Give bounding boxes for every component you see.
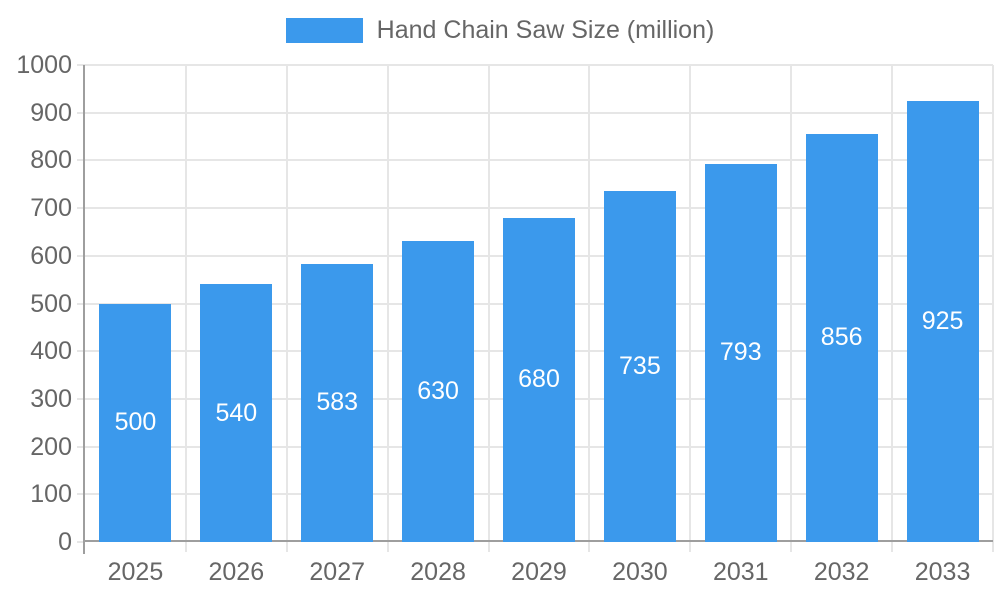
bar: 540 bbox=[200, 284, 273, 542]
v-gridline bbox=[992, 65, 994, 542]
legend-swatch-icon bbox=[285, 18, 363, 43]
bar-value-label: 925 bbox=[921, 306, 964, 335]
y-tick-mark bbox=[77, 445, 85, 448]
y-tick-mark bbox=[77, 350, 85, 353]
y-tick-label: 100 bbox=[30, 480, 72, 509]
y-tick-mark bbox=[77, 541, 85, 543]
x-tick-label: 2033 bbox=[914, 558, 971, 586]
bar: 793 bbox=[704, 163, 777, 542]
x-tick-label: 2029 bbox=[511, 558, 567, 586]
bar: 856 bbox=[805, 133, 878, 542]
y-tick-label: 600 bbox=[30, 241, 72, 270]
legend-label: Hand Chain Saw Size (million) bbox=[376, 16, 715, 44]
y-tick-label: 200 bbox=[30, 432, 72, 461]
y-tick-label: 1000 bbox=[16, 51, 72, 79]
x-tick-mark bbox=[891, 542, 894, 552]
h-gridline bbox=[85, 207, 993, 210]
legend-item[interactable]: Hand Chain Saw Size (million) bbox=[285, 16, 715, 45]
v-gridline bbox=[588, 65, 591, 542]
bar: 583 bbox=[301, 263, 374, 542]
chart-legend: Hand Chain Saw Size (million) bbox=[0, 16, 1000, 45]
y-tick-label: 400 bbox=[30, 337, 72, 366]
v-gridline bbox=[689, 65, 692, 542]
x-tick-label: 2031 bbox=[712, 558, 769, 586]
x-tick-label: 2026 bbox=[208, 558, 265, 586]
bar: 925 bbox=[906, 100, 979, 542]
v-gridline bbox=[285, 65, 288, 542]
y-tick-mark bbox=[77, 302, 85, 305]
bar-value-label: 630 bbox=[417, 377, 459, 406]
v-gridline bbox=[891, 65, 894, 542]
x-tick-label: 2027 bbox=[309, 558, 366, 586]
v-gridline bbox=[386, 65, 389, 542]
bar-value-label: 793 bbox=[719, 338, 762, 367]
x-tick-label: 2025 bbox=[107, 558, 164, 586]
x-tick-mark bbox=[588, 542, 591, 552]
bar: 630 bbox=[402, 241, 475, 542]
x-tick-label: 2030 bbox=[612, 558, 668, 586]
y-tick-label: 0 bbox=[58, 528, 72, 556]
y-tick-label: 800 bbox=[30, 146, 72, 175]
bar-value-label: 735 bbox=[619, 352, 661, 381]
x-tick-label: 2032 bbox=[813, 558, 870, 586]
x-tick-mark bbox=[184, 542, 187, 552]
bar: 500 bbox=[99, 303, 172, 542]
v-gridline bbox=[487, 65, 490, 542]
y-tick-mark bbox=[77, 64, 85, 66]
x-tick-mark bbox=[992, 542, 994, 552]
y-axis-line bbox=[83, 65, 85, 554]
h-gridline bbox=[85, 111, 993, 114]
x-tick-mark bbox=[487, 542, 490, 552]
bar-value-label: 680 bbox=[518, 365, 560, 394]
bar-value-label: 856 bbox=[820, 323, 863, 352]
bar-value-label: 540 bbox=[215, 398, 258, 427]
x-tick-mark bbox=[285, 542, 288, 552]
bar: 735 bbox=[603, 191, 676, 542]
x-tick-mark bbox=[386, 542, 389, 552]
y-tick-label: 500 bbox=[30, 289, 72, 318]
x-tick-label: 2028 bbox=[410, 558, 466, 586]
y-tick-mark bbox=[77, 111, 85, 114]
bar-value-label: 500 bbox=[114, 408, 157, 437]
y-tick-mark bbox=[77, 254, 85, 257]
y-tick-mark bbox=[77, 397, 85, 400]
v-gridline bbox=[184, 65, 187, 542]
y-tick-label: 900 bbox=[30, 98, 72, 127]
bar: 680 bbox=[503, 217, 575, 542]
bar-value-label: 583 bbox=[316, 388, 359, 417]
v-gridline bbox=[790, 65, 793, 542]
x-tick-mark bbox=[790, 542, 793, 552]
y-tick-mark bbox=[77, 207, 85, 210]
y-tick-label: 700 bbox=[30, 194, 72, 223]
x-tick-mark bbox=[689, 542, 692, 552]
y-tick-mark bbox=[77, 159, 85, 162]
h-gridline bbox=[85, 159, 993, 162]
h-gridline bbox=[85, 64, 993, 66]
y-tick-mark bbox=[77, 493, 85, 496]
y-tick-label: 300 bbox=[30, 384, 72, 413]
